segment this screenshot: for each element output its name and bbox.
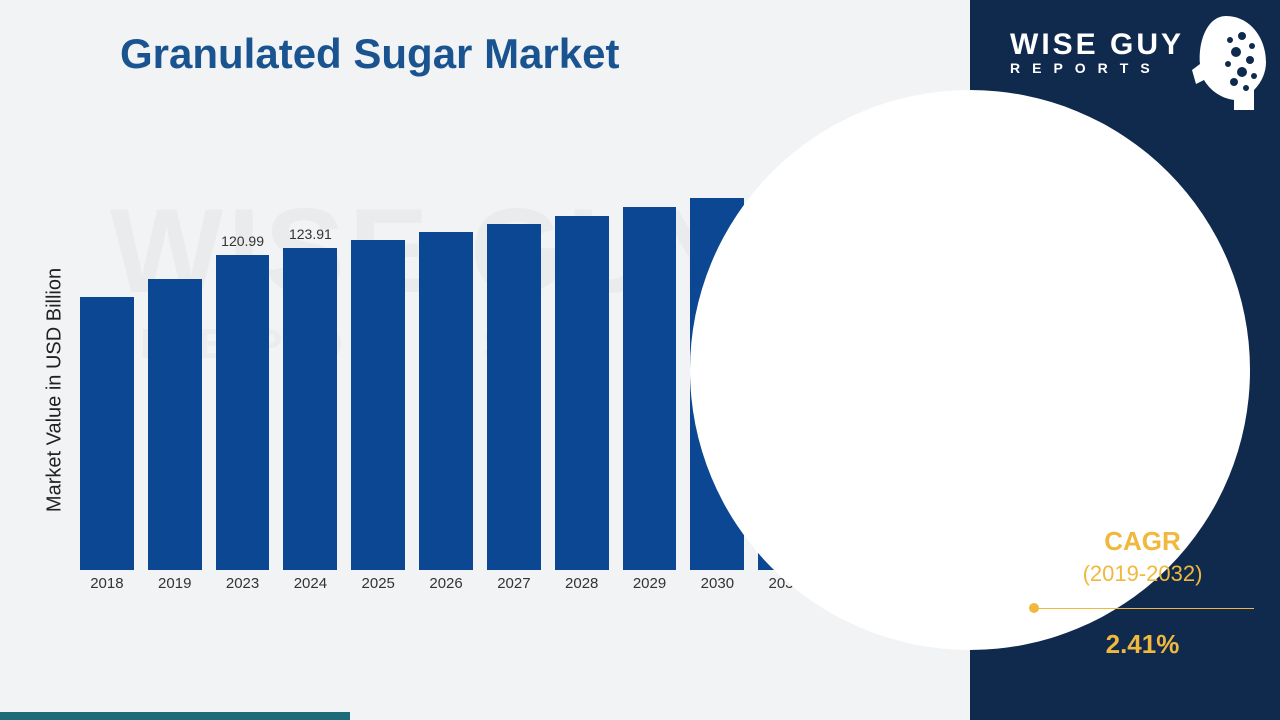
- bar-slot: 123.91: [283, 226, 337, 570]
- x-category: 2030: [690, 575, 744, 592]
- cagr-separator: [1031, 601, 1254, 615]
- bar-slot: [623, 201, 677, 570]
- bar-slot: [419, 226, 473, 570]
- cagr-block: CAGR (2019-2032) 2.41%: [1025, 526, 1260, 660]
- x-category: 2025: [351, 575, 405, 592]
- bar-slot: [487, 218, 541, 570]
- bar-slot: [555, 210, 609, 570]
- cagr-value: 2.41%: [1025, 629, 1260, 660]
- bar-value-label: 123.91: [289, 226, 332, 242]
- bar: [351, 240, 405, 570]
- brand-head-icon: [1180, 10, 1272, 118]
- bar-value-label: 120.99: [221, 233, 264, 249]
- x-category: 2028: [555, 575, 609, 592]
- bar-slot: [351, 234, 405, 570]
- bar: [216, 255, 270, 570]
- bar: [487, 224, 541, 570]
- x-category: 2027: [487, 575, 541, 592]
- x-category: 2029: [623, 575, 677, 592]
- bar-slot: 120.99: [216, 233, 270, 570]
- right-pane: WISE GUY REPORTS CAGR (2019-2032) 2.41%: [970, 0, 1280, 720]
- x-axis-categories: 2018 2019 2023 2024 2025 2026 2027 2028 2029 2030…: [80, 575, 880, 592]
- x-category: 2024: [283, 575, 337, 592]
- x-category: 2018: [80, 575, 134, 592]
- bar: [555, 216, 609, 570]
- y-axis-label: Market Value in USD Billion: [44, 268, 67, 512]
- x-category: 2026: [419, 575, 473, 592]
- chart-title: Granulated Sugar Market: [120, 30, 619, 78]
- x-category: 2023: [216, 575, 270, 592]
- bar: [283, 248, 337, 570]
- cagr-range: (2019-2032): [1025, 561, 1260, 587]
- infographic-canvas: WISE GUY REPORTS Granulated Sugar Market…: [0, 0, 1280, 720]
- bar-slot: [148, 273, 202, 570]
- bottom-strip: [0, 712, 350, 720]
- bar: [623, 207, 677, 570]
- bar: [419, 232, 473, 570]
- x-category: 2019: [148, 575, 202, 592]
- bar-slot: [80, 291, 134, 570]
- bar: [148, 279, 202, 570]
- bar: [80, 297, 134, 570]
- cagr-title: CAGR: [1025, 526, 1260, 557]
